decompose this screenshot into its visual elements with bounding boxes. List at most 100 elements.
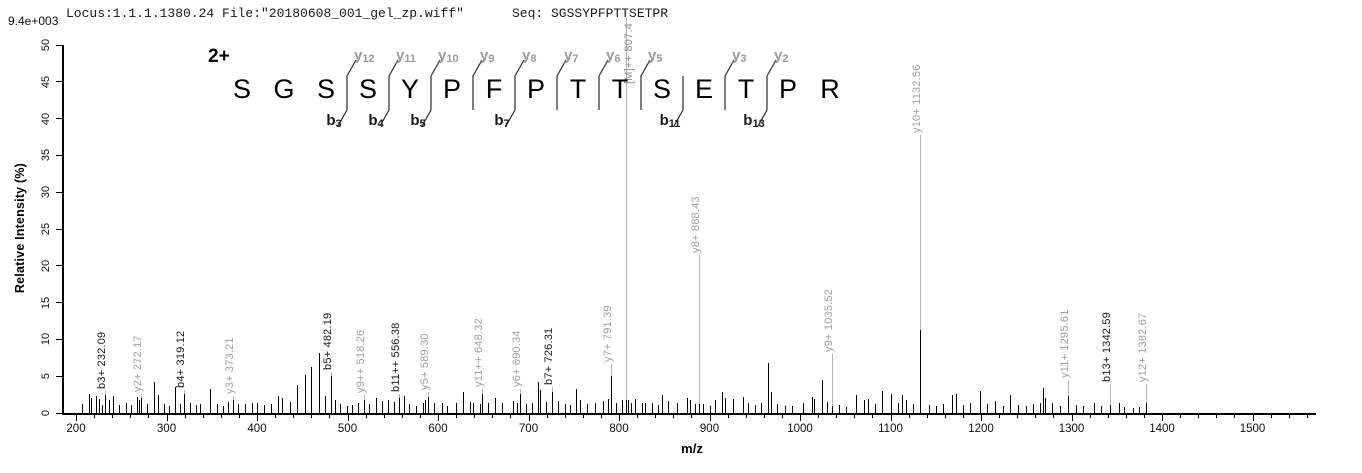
peak-line — [545, 401, 547, 413]
peak-line — [699, 404, 701, 413]
x-axis-tick-label: 200 — [66, 423, 86, 435]
y-axis-tick — [56, 302, 63, 304]
peak-line — [456, 403, 458, 413]
y-ion-sequence-label: y5 — [648, 47, 663, 65]
x-axis-minor-tick — [1180, 414, 1182, 418]
peak-line — [346, 405, 348, 413]
peak-line — [630, 402, 632, 413]
peak-line — [388, 399, 390, 413]
peak-line — [689, 399, 691, 413]
peak-line — [695, 404, 697, 413]
peak-leader-line — [1110, 384, 1112, 405]
peak-line — [102, 404, 104, 413]
x-axis-title: m/z — [681, 441, 703, 456]
x-axis-tick-label: 400 — [247, 423, 267, 435]
peak-line — [519, 393, 521, 413]
y-ion-peak-label: y12+ 1382.67 — [1137, 312, 1150, 383]
peak-line — [821, 379, 823, 413]
peak-line — [422, 402, 424, 413]
x-axis-minor-tick — [818, 414, 820, 418]
peak-line — [913, 404, 915, 413]
x-axis-minor-tick — [1198, 414, 1200, 418]
peak-line — [375, 398, 377, 413]
peak-line — [784, 405, 786, 413]
peak-leader-line — [832, 354, 834, 406]
x-axis-tick-label: 1000 — [787, 423, 813, 435]
peak-line — [463, 391, 465, 413]
y-axis-tick-label: 0 — [40, 409, 52, 417]
peak-line — [289, 401, 291, 413]
x-axis-minor-tick — [130, 414, 132, 418]
peak-line — [139, 399, 141, 413]
peak-line — [516, 403, 518, 413]
peak-line — [409, 404, 411, 413]
cleavage-marker — [337, 59, 357, 127]
peak-line — [564, 404, 566, 413]
x-axis-minor-tick — [1053, 414, 1055, 418]
y-axis-tick — [56, 338, 63, 340]
peak-line — [1042, 387, 1044, 413]
y-axis-tick — [56, 228, 63, 230]
x-axis-major-tick — [890, 414, 892, 421]
peak-line — [469, 401, 471, 413]
cleavage-marker — [421, 59, 441, 127]
peak-line — [832, 405, 834, 413]
cleavage-marker — [505, 59, 525, 127]
b-ion-peak-label: b5+ 482.19 — [322, 312, 335, 370]
sequence-header-label: Seq: SGSSYPFPTTSETPR — [512, 6, 669, 21]
y-ion-peak-label: y5+ 589.30 — [419, 333, 432, 391]
peak-line — [264, 404, 266, 413]
y-ion-peak-label: y7+ 791.39 — [602, 305, 615, 363]
b-ion-sequence-label: b3 — [326, 112, 342, 130]
peak-line — [703, 404, 705, 413]
peak-line — [791, 406, 793, 413]
peak-line — [125, 402, 127, 413]
peak-leader-line — [105, 390, 107, 396]
peak-line — [340, 404, 342, 413]
peak-line — [425, 399, 427, 413]
x-axis-tick-label: 1500 — [1239, 423, 1266, 435]
peak-line — [611, 376, 613, 413]
x-axis-minor-tick — [510, 414, 512, 418]
peak-line — [667, 401, 669, 413]
x-axis-minor-tick — [926, 414, 928, 418]
x-axis-minor-tick — [148, 414, 150, 418]
y-axis-tick-label: 20 — [40, 259, 52, 272]
peak-line — [1101, 406, 1103, 413]
peak-line — [608, 399, 610, 413]
peak-line — [91, 397, 93, 413]
y-axis-tick-label: 45 — [40, 75, 52, 88]
peak-line — [955, 393, 957, 413]
peak-line — [1009, 395, 1011, 413]
x-axis-minor-tick — [962, 414, 964, 418]
cleavage-marker — [757, 59, 777, 127]
peak-line — [108, 399, 110, 413]
y-axis-tick — [56, 81, 63, 83]
b-ion-sequence-label: b5 — [410, 112, 426, 130]
x-axis-minor-tick — [745, 414, 747, 418]
y-ion-peak-label: y9+ 1035.52 — [823, 289, 836, 353]
x-axis-tick-label: 900 — [699, 423, 720, 435]
y-ion-sequence-label: y12 — [354, 47, 375, 65]
peak-line — [1123, 407, 1125, 413]
peak-line — [257, 403, 258, 413]
sequence-residue: P — [442, 74, 461, 104]
y-axis-tick — [56, 154, 63, 156]
b-ion-peak-label: b11++ 556.38 — [389, 322, 402, 392]
x-axis-minor-tick — [419, 414, 421, 418]
peak-line — [136, 396, 138, 413]
peak-line — [245, 404, 247, 413]
peak-line — [428, 396, 430, 413]
x-axis-minor-tick — [673, 414, 675, 418]
peak-line — [625, 399, 627, 413]
peak-line — [222, 405, 224, 413]
x-axis-tick-label: 800 — [609, 423, 629, 435]
b-ion-peak-label: b13+ 1342.59 — [1101, 312, 1114, 383]
peak-line — [980, 390, 982, 413]
sequence-residue: R — [820, 74, 840, 104]
x-axis-minor-tick — [456, 414, 458, 418]
y-axis-tick-label: 10 — [40, 333, 52, 346]
y-ion-sequence-label: y7 — [564, 47, 579, 65]
peak-line — [537, 382, 539, 413]
x-axis-minor-tick — [220, 414, 222, 418]
